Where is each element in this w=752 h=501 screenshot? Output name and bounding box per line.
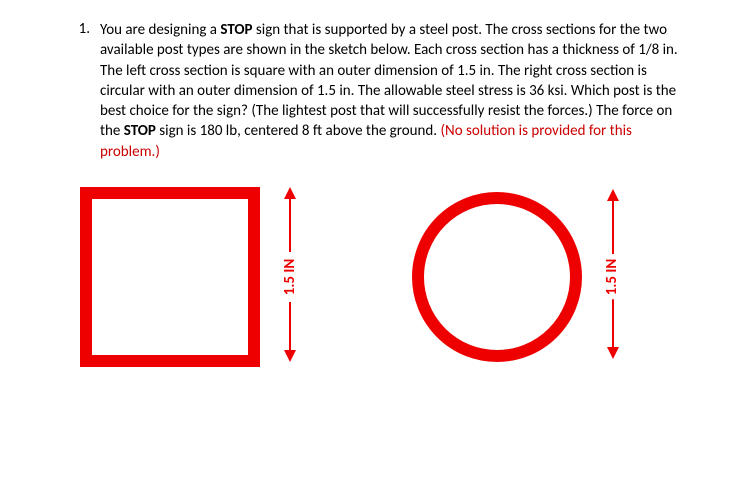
bold-word: STOP [220,21,252,39]
circle-cross-section: 1.5 IN [412,189,634,364]
problem-number: 1. [70,20,100,38]
bold-word: STOP [124,122,156,140]
dim-label: 1.5 IN [602,255,624,299]
problem-block: 1. You are designing a STOP sign that is… [70,20,692,162]
square-cross-section: 1.5 IN [80,187,312,367]
dim-line [612,199,614,254]
dim-line [289,197,291,252]
text-segment: You are designing a [100,21,220,39]
dim-label: 1.5 IN [279,255,301,299]
circle-dimension: 1.5 IN [590,189,634,364]
circle-shape [412,192,582,362]
text-segment: sign is 180 lb, centered 8 ft above the … [156,122,441,140]
square-dimension: 1.5 IN [268,187,312,367]
arrow-down-icon [283,348,297,367]
circle-wrapper [412,189,582,364]
arrow-down-icon [606,345,620,364]
diagram-row: 1.5 IN 1.5 IN [70,187,692,367]
square-shape [80,187,260,367]
problem-text: You are designing a STOP sign that is su… [100,20,692,162]
